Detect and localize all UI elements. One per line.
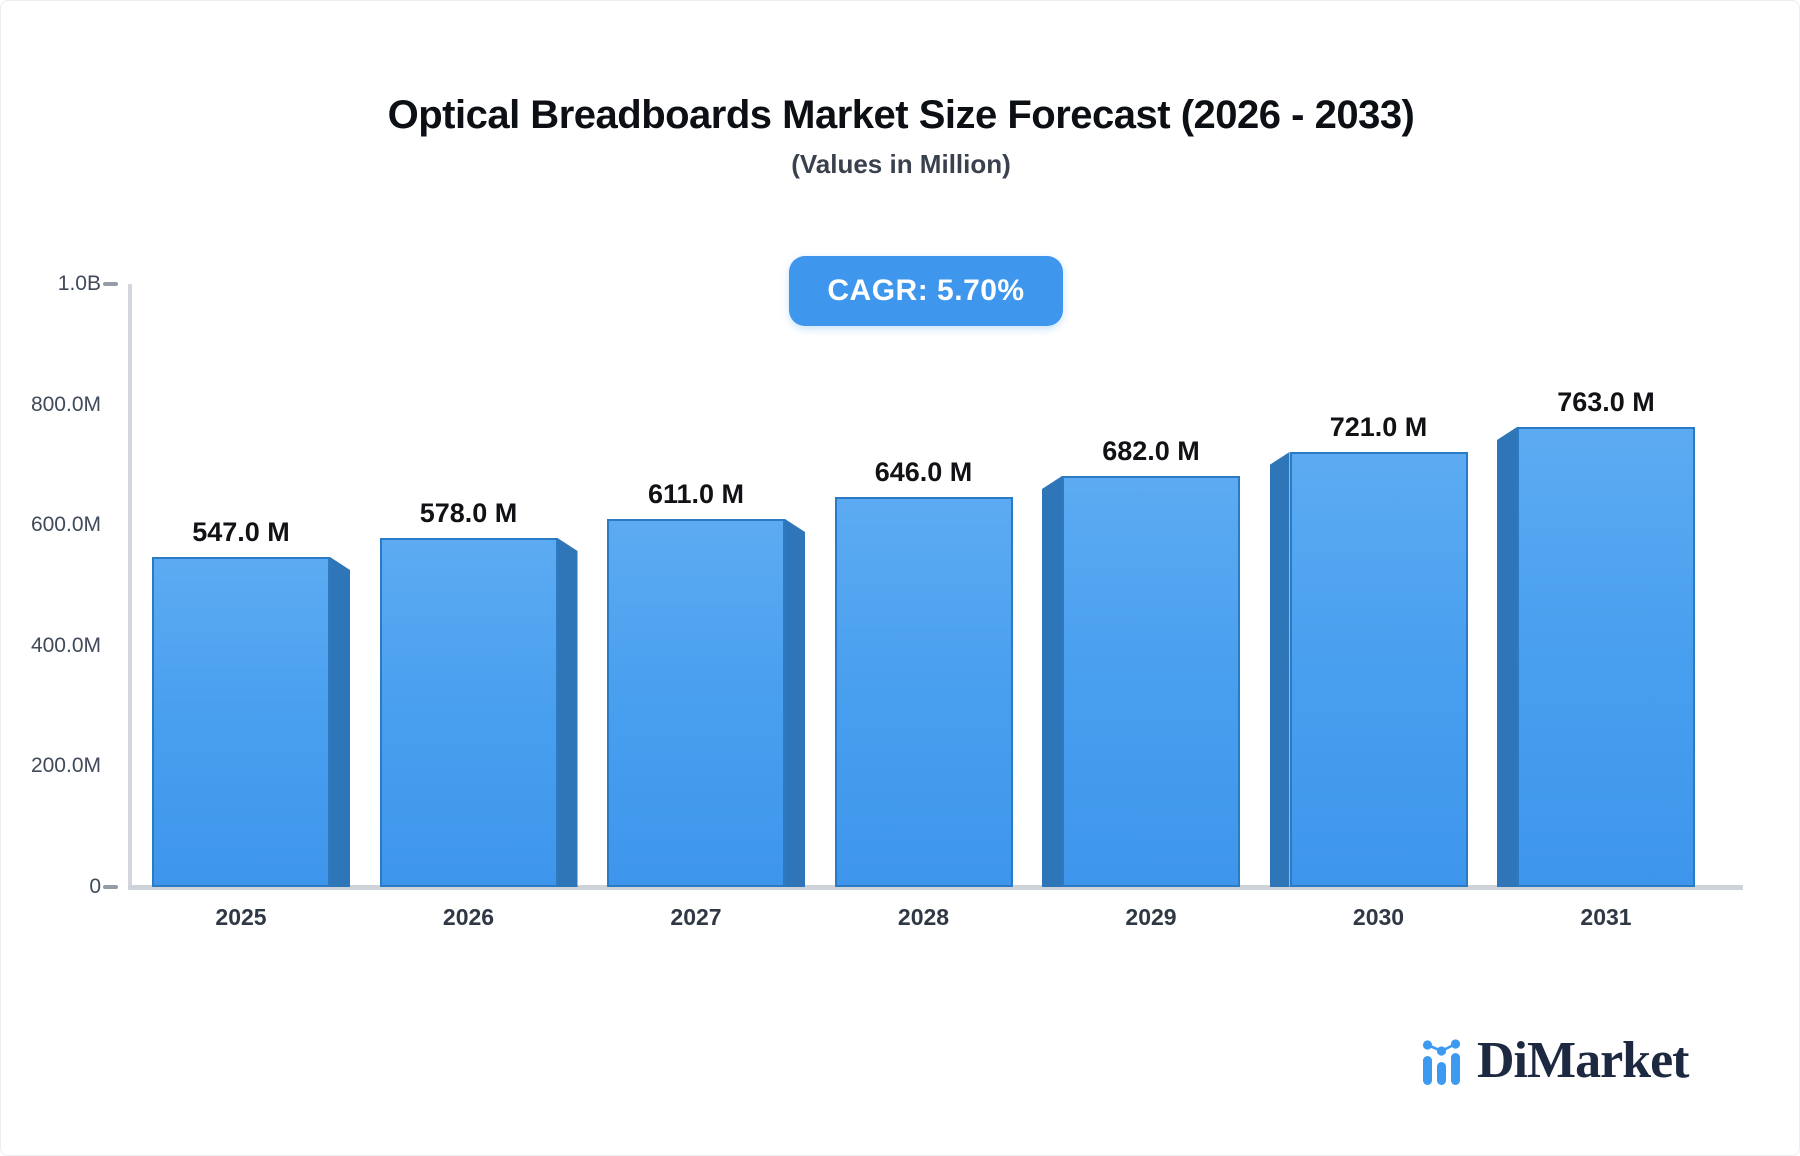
bar-2030[interactable] [1269,452,1468,887]
chart-subtitle: (Values in Million) [791,149,1011,179]
y-tick-label: 600.0M [30,513,101,537]
y-tick-label: 200.0M [30,754,101,778]
chart-title: Optical Breadboards Market Size Forecast… [387,93,1415,137]
dimarket-logo-text: DiMarket [1477,1032,1689,1089]
bar-value-label: 611.0 M [647,479,745,509]
y-tick-label: 800.0M [30,392,101,416]
bar-side-face [330,557,350,887]
bar-value-label: 578.0 M [419,498,518,528]
dimarket-logo: DiMarket [1422,1032,1689,1089]
bar-side-face [1497,427,1517,887]
bar-face[interactable] [1517,427,1695,887]
bar-face[interactable] [1289,452,1468,887]
bar-side-face [557,538,578,887]
cagr-badge: CAGR: 5.70% [789,256,1063,326]
bar-value-label: 763.0 M [1557,387,1655,417]
y-tick-label: 0 [89,875,101,898]
y-axis-line [128,284,132,887]
bar-2026[interactable] [379,538,578,887]
bar-2028[interactable] [834,497,1013,887]
x-tick-label-2025: 2025 [215,904,267,930]
bar-side-face [1269,452,1290,887]
bar-2025[interactable] [152,557,350,887]
y-tick-label: 400.0M [30,633,101,657]
bar-value-label: 682.0 M [1102,436,1200,466]
bar-face[interactable] [379,538,558,887]
y-tick-label: 1.0B [57,272,101,295]
x-axis-line [128,885,1743,890]
x-tick-label-2031: 2031 [1580,904,1632,930]
bar-2031[interactable] [1497,427,1695,887]
x-tick-label-2027: 2027 [670,904,722,930]
y-tick-mark [103,885,118,889]
bar-face[interactable] [1062,476,1240,887]
x-tick-label-2028: 2028 [897,904,950,930]
bar-value-label: 721.0 M [1329,412,1428,442]
x-tick-label-2029: 2029 [1125,904,1177,930]
bar-2027[interactable] [607,519,805,887]
bar-side-face [785,519,805,887]
bar-value-label: 646.0 M [874,457,973,487]
bar-value-label: 547.0 M [192,517,290,547]
x-tick-label-2026: 2026 [442,904,495,930]
bar-face[interactable] [834,497,1013,887]
bar-2029[interactable] [1042,476,1240,887]
y-tick-mark [103,282,118,286]
bar-side-face [1042,476,1062,887]
bar-face[interactable] [607,519,785,887]
x-tick-label-2030: 2030 [1352,904,1405,930]
bar-line-chart-icon [1422,1039,1461,1085]
bar-face[interactable] [152,557,330,887]
